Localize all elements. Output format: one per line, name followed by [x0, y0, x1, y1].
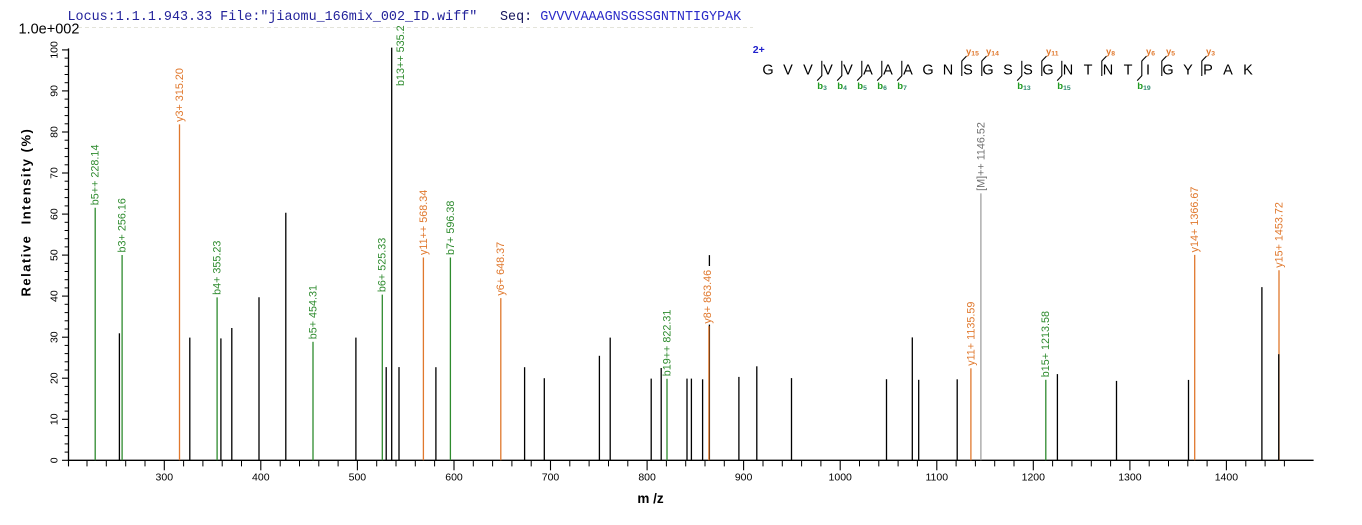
svg-text:0: 0 [48, 457, 60, 463]
svg-text:1200: 1200 [1022, 471, 1046, 483]
svg-text:b5: b5 [857, 81, 867, 92]
svg-text:S: S [1023, 63, 1033, 79]
svg-text:A: A [863, 63, 873, 79]
svg-text:A: A [903, 63, 913, 79]
svg-text:A: A [883, 63, 893, 79]
svg-text:S: S [1003, 63, 1013, 79]
svg-text:b15: b15 [1057, 81, 1071, 92]
svg-text:K: K [1243, 63, 1253, 79]
svg-text:b6+ 525.33: b6+ 525.33 [377, 238, 389, 292]
svg-text:700: 700 [542, 471, 560, 483]
svg-text:30: 30 [48, 331, 60, 343]
svg-text:40: 40 [48, 290, 60, 302]
svg-text:80: 80 [48, 126, 60, 138]
svg-text:300: 300 [156, 471, 174, 483]
svg-text:b3+ 256.16: b3+ 256.16 [117, 198, 129, 252]
svg-text:800: 800 [638, 471, 656, 483]
svg-text:400: 400 [252, 471, 270, 483]
svg-text:b19: b19 [1137, 81, 1151, 92]
svg-text:b5++ 228.14: b5++ 228.14 [90, 145, 102, 206]
svg-text:b6: b6 [877, 81, 887, 92]
svg-text:900: 900 [735, 471, 753, 483]
svg-text:N: N [1063, 63, 1073, 79]
svg-text:S: S [963, 63, 973, 79]
svg-text:b13: b13 [1017, 81, 1031, 92]
svg-text:V: V [843, 63, 853, 79]
svg-text:G: G [982, 63, 993, 79]
svg-text:A: A [1223, 63, 1233, 79]
svg-text:b7: b7 [897, 81, 907, 92]
svg-text:b5+ 454.31: b5+ 454.31 [307, 285, 319, 339]
svg-text:V: V [783, 63, 793, 79]
svg-text:Seq:: Seq: [500, 10, 532, 25]
svg-text:y8: y8 [1106, 46, 1115, 57]
svg-text:Y: Y [1183, 63, 1193, 79]
svg-text:G: G [922, 63, 933, 79]
svg-text:y11++ 568.34: y11++ 568.34 [418, 190, 430, 255]
svg-text:b15+ 1213.58: b15+ 1213.58 [1040, 311, 1052, 377]
svg-text:90: 90 [48, 85, 60, 97]
svg-text:y3+ 315.20: y3+ 315.20 [174, 68, 186, 122]
svg-text:y3: y3 [1206, 46, 1215, 57]
svg-text:y15: y15 [966, 46, 979, 57]
svg-text:y11+ 1135.59: y11+ 1135.59 [965, 302, 977, 366]
svg-text:b13++ 535.2: b13++ 535.2 [395, 25, 407, 86]
svg-text:y11: y11 [1046, 46, 1059, 57]
svg-text:500: 500 [349, 471, 367, 483]
svg-text:1000: 1000 [829, 471, 853, 483]
svg-text:b4: b4 [837, 81, 847, 92]
svg-text:1300: 1300 [1118, 471, 1142, 483]
svg-text:G: G [1042, 63, 1053, 79]
svg-text:V: V [803, 63, 813, 79]
svg-text:V: V [823, 63, 833, 79]
svg-text:N: N [943, 63, 953, 79]
svg-text:T: T [1084, 63, 1093, 79]
svg-text:b7+ 596.38: b7+ 596.38 [445, 201, 457, 255]
svg-text:G: G [762, 63, 773, 79]
svg-text:100: 100 [48, 41, 60, 59]
svg-text:Relative Intensity (%): Relative Intensity (%) [18, 128, 33, 297]
svg-text:Locus:1.1.1.943.33 File:"jiaom: Locus:1.1.1.943.33 File:"jiaomu_166mix_0… [68, 10, 478, 25]
svg-text:y14: y14 [986, 46, 999, 57]
svg-text:G: G [1162, 63, 1173, 79]
svg-text:600: 600 [445, 471, 463, 483]
svg-text:y8+ 863.46: y8+ 863.46 [702, 270, 714, 324]
svg-text:70: 70 [48, 167, 60, 179]
svg-text:20: 20 [48, 372, 60, 384]
svg-text:m /z: m /z [637, 491, 664, 506]
svg-text:1100: 1100 [926, 471, 949, 483]
svg-text:y15+ 1453.72: y15+ 1453.72 [1273, 202, 1285, 268]
svg-text:50: 50 [48, 249, 60, 261]
svg-text:[M]++ 1146.52: [M]++ 1146.52 [975, 122, 987, 191]
svg-text:y6: y6 [1146, 46, 1155, 57]
svg-text:b4+ 355.23: b4+ 355.23 [212, 241, 224, 295]
svg-text:N: N [1103, 63, 1113, 79]
svg-text:y6+ 648.37: y6+ 648.37 [495, 242, 507, 296]
svg-text:T: T [1124, 63, 1133, 79]
svg-text:y14+ 1366.67: y14+ 1366.67 [1189, 187, 1201, 253]
svg-text:P: P [1203, 63, 1213, 79]
svg-text:2+: 2+ [753, 44, 765, 56]
svg-text:y5: y5 [1166, 46, 1175, 57]
svg-text:1.0e+002: 1.0e+002 [19, 22, 80, 38]
svg-text:1400: 1400 [1215, 471, 1239, 483]
svg-text:I: I [1146, 63, 1150, 79]
svg-text:10: 10 [48, 413, 60, 425]
svg-text:b3: b3 [817, 81, 827, 92]
svg-text:b19++ 822.31: b19++ 822.31 [661, 310, 673, 377]
svg-text:60: 60 [48, 208, 60, 220]
svg-text:GVVVVAAAGNSGSSGNTNTIGYPAK: GVVVVAAAGNSGSSGNTNTIGYPAK [540, 10, 742, 25]
